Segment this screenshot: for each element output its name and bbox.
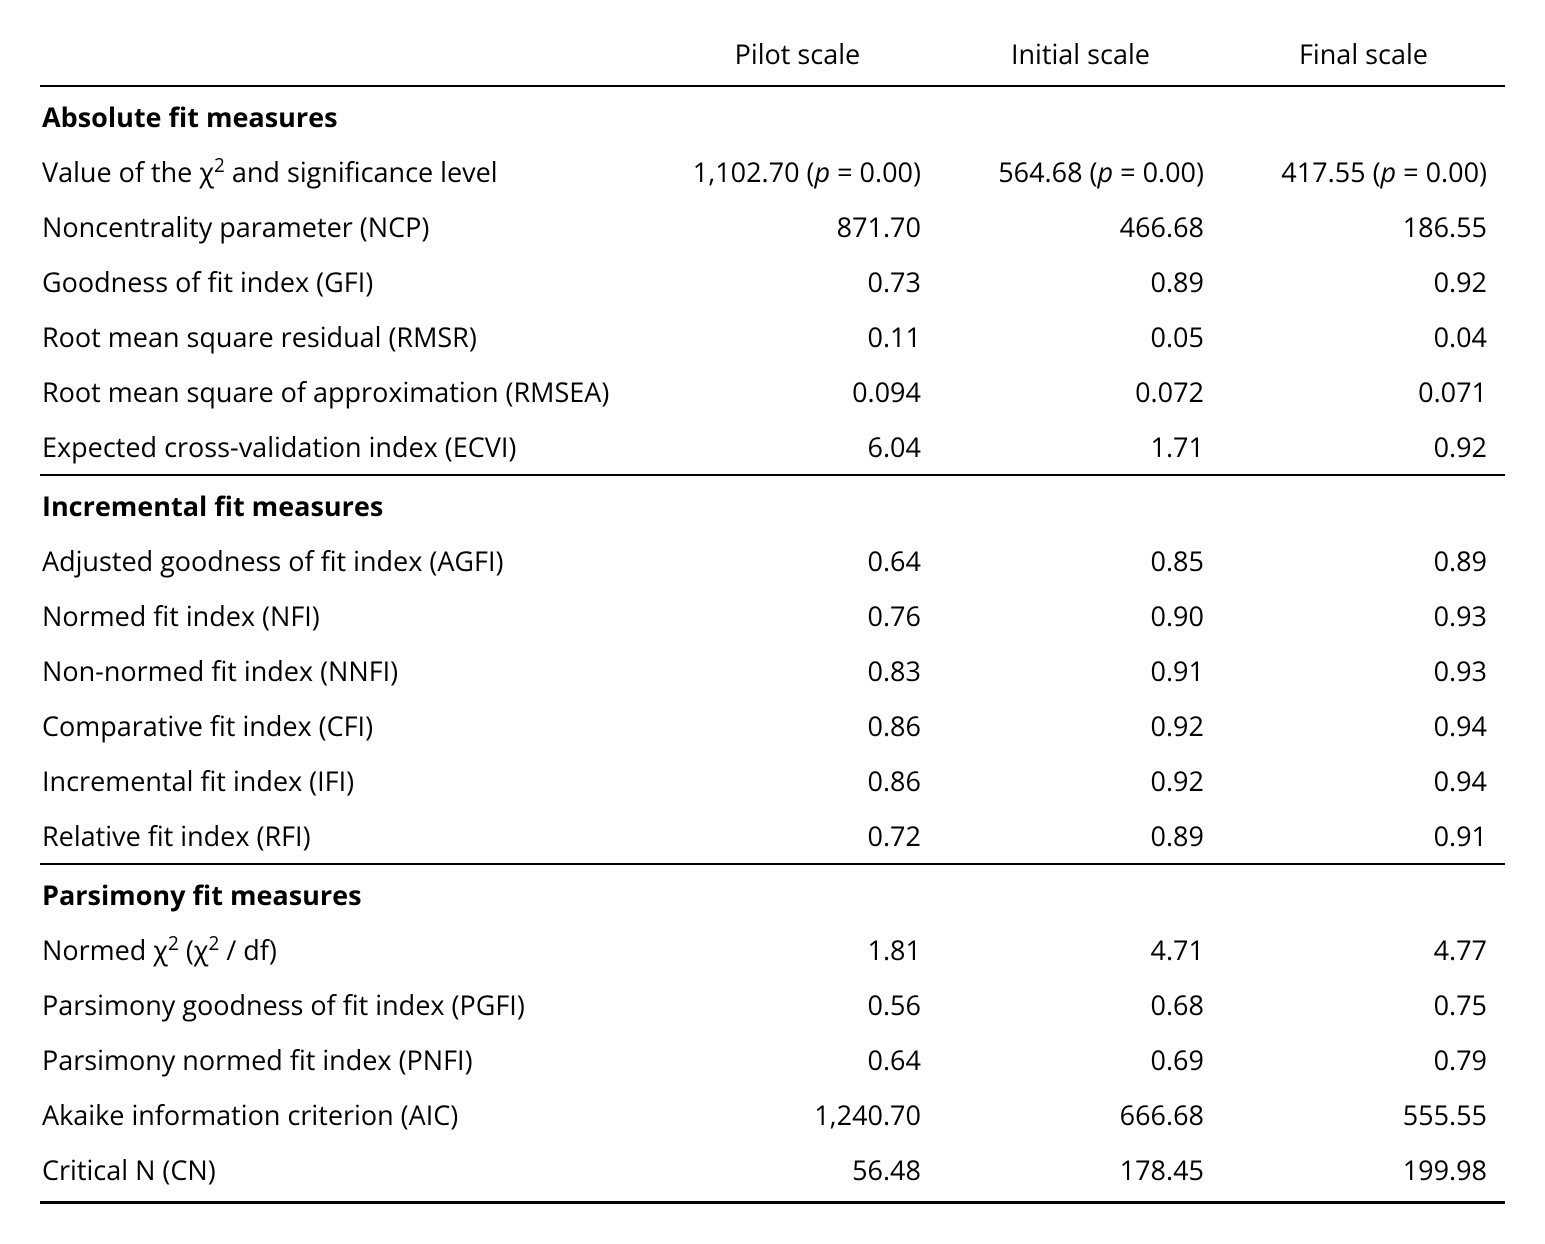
section-title: Incremental fit measures (40, 475, 1505, 533)
row-label: Value of the χ2 and significance level (40, 144, 656, 199)
cell-initial: 4.71 (939, 922, 1222, 977)
row-label: Parsimony goodness of fit index (PGFI) (40, 977, 656, 1032)
cell-final: 417.55 (p = 0.00) (1222, 144, 1505, 199)
cell-initial: 0.072 (939, 364, 1222, 419)
cell-pilot: 1,102.70 (p = 0.00) (656, 144, 939, 199)
cell-pilot: 0.86 (656, 698, 939, 753)
table-row: Parsimony goodness of fit index (PGFI)0.… (40, 977, 1505, 1032)
cell-pilot: 0.094 (656, 364, 939, 419)
table-row: Normed χ2 (χ2 / df)1.814.714.77 (40, 922, 1505, 977)
cell-initial: 0.89 (939, 254, 1222, 309)
cell-pilot: 0.83 (656, 643, 939, 698)
cell-pilot: 0.64 (656, 533, 939, 588)
table-row: Value of the χ2 and significance level1,… (40, 144, 1505, 199)
cell-initial: 466.68 (939, 199, 1222, 254)
row-label: Parsimony normed fit index (PNFI) (40, 1032, 656, 1087)
cell-final: 186.55 (1222, 199, 1505, 254)
cell-final: 4.77 (1222, 922, 1505, 977)
col-header-final: Final scale (1222, 30, 1505, 86)
row-label: Relative fit index (RFI) (40, 808, 656, 864)
row-label: Critical N (CN) (40, 1142, 656, 1203)
cell-final: 199.98 (1222, 1142, 1505, 1203)
cell-final: 0.92 (1222, 419, 1505, 475)
cell-final: 0.93 (1222, 588, 1505, 643)
section-title: Parsimony fit measures (40, 864, 1505, 922)
table-row: Goodness of fit index (GFI)0.730.890.92 (40, 254, 1505, 309)
cell-final: 0.94 (1222, 698, 1505, 753)
cell-pilot: 0.11 (656, 309, 939, 364)
cell-initial: 666.68 (939, 1087, 1222, 1142)
cell-initial: 1.71 (939, 419, 1222, 475)
cell-final: 0.071 (1222, 364, 1505, 419)
table-row: Parsimony normed fit index (PNFI)0.640.6… (40, 1032, 1505, 1087)
cell-final: 0.92 (1222, 254, 1505, 309)
row-label: Normed fit index (NFI) (40, 588, 656, 643)
table-row: Root mean square residual (RMSR)0.110.05… (40, 309, 1505, 364)
cell-initial: 564.68 (p = 0.00) (939, 144, 1222, 199)
table-row: Relative fit index (RFI)0.720.890.91 (40, 808, 1505, 864)
cell-final: 0.93 (1222, 643, 1505, 698)
cell-initial: 0.05 (939, 309, 1222, 364)
table-row: Adjusted goodness of fit index (AGFI)0.6… (40, 533, 1505, 588)
cell-final: 0.75 (1222, 977, 1505, 1032)
cell-pilot: 6.04 (656, 419, 939, 475)
col-header-blank (40, 30, 656, 86)
cell-pilot: 0.64 (656, 1032, 939, 1087)
row-label: Root mean square residual (RMSR) (40, 309, 656, 364)
cell-pilot: 1.81 (656, 922, 939, 977)
table-body: Absolute fit measuresValue of the χ2 and… (40, 86, 1505, 1203)
table-row: Incremental fit index (IFI)0.860.920.94 (40, 753, 1505, 808)
row-label: Incremental fit index (IFI) (40, 753, 656, 808)
cell-final: 0.79 (1222, 1032, 1505, 1087)
cell-pilot: 0.86 (656, 753, 939, 808)
cell-initial: 0.85 (939, 533, 1222, 588)
row-label: Adjusted goodness of fit index (AGFI) (40, 533, 656, 588)
row-label: Expected cross-validation index (ECVI) (40, 419, 656, 475)
row-label: Normed χ2 (χ2 / df) (40, 922, 656, 977)
table-row: Root mean square of approximation (RMSEA… (40, 364, 1505, 419)
cell-final: 0.94 (1222, 753, 1505, 808)
cell-pilot: 0.76 (656, 588, 939, 643)
cell-initial: 0.69 (939, 1032, 1222, 1087)
section-title: Absolute fit measures (40, 86, 1505, 144)
table-row: Normed fit index (NFI)0.760.900.93 (40, 588, 1505, 643)
row-label: Noncentrality parameter (NCP) (40, 199, 656, 254)
cell-final: 0.04 (1222, 309, 1505, 364)
table-row: Comparative fit index (CFI)0.860.920.94 (40, 698, 1505, 753)
col-header-initial: Initial scale (939, 30, 1222, 86)
table-row: Akaike information criterion (AIC)1,240.… (40, 1087, 1505, 1142)
row-label: Akaike information criterion (AIC) (40, 1087, 656, 1142)
table-row: Non-normed fit index (NNFI)0.830.910.93 (40, 643, 1505, 698)
cell-pilot: 0.73 (656, 254, 939, 309)
cell-final: 0.91 (1222, 808, 1505, 864)
cell-pilot: 871.70 (656, 199, 939, 254)
cell-initial: 0.92 (939, 698, 1222, 753)
row-label: Goodness of fit index (GFI) (40, 254, 656, 309)
cell-final: 0.89 (1222, 533, 1505, 588)
cell-pilot: 56.48 (656, 1142, 939, 1203)
cell-pilot: 0.56 (656, 977, 939, 1032)
fit-measures-table-page: Pilot scale Initial scale Final scale Ab… (0, 0, 1545, 1244)
table-header-row: Pilot scale Initial scale Final scale (40, 30, 1505, 86)
col-header-pilot: Pilot scale (656, 30, 939, 86)
fit-measures-table: Pilot scale Initial scale Final scale Ab… (40, 30, 1505, 1204)
cell-initial: 0.91 (939, 643, 1222, 698)
cell-initial: 0.92 (939, 753, 1222, 808)
table-row: Expected cross-validation index (ECVI)6.… (40, 419, 1505, 475)
section-header-row: Incremental fit measures (40, 475, 1505, 533)
cell-initial: 0.89 (939, 808, 1222, 864)
section-header-row: Absolute fit measures (40, 86, 1505, 144)
cell-pilot: 0.72 (656, 808, 939, 864)
row-label: Root mean square of approximation (RMSEA… (40, 364, 656, 419)
cell-pilot: 1,240.70 (656, 1087, 939, 1142)
cell-initial: 178.45 (939, 1142, 1222, 1203)
table-row: Noncentrality parameter (NCP)871.70466.6… (40, 199, 1505, 254)
cell-initial: 0.90 (939, 588, 1222, 643)
section-header-row: Parsimony fit measures (40, 864, 1505, 922)
row-label: Non-normed fit index (NNFI) (40, 643, 656, 698)
row-label: Comparative fit index (CFI) (40, 698, 656, 753)
cell-initial: 0.68 (939, 977, 1222, 1032)
cell-final: 555.55 (1222, 1087, 1505, 1142)
table-row: Critical N (CN)56.48178.45199.98 (40, 1142, 1505, 1203)
